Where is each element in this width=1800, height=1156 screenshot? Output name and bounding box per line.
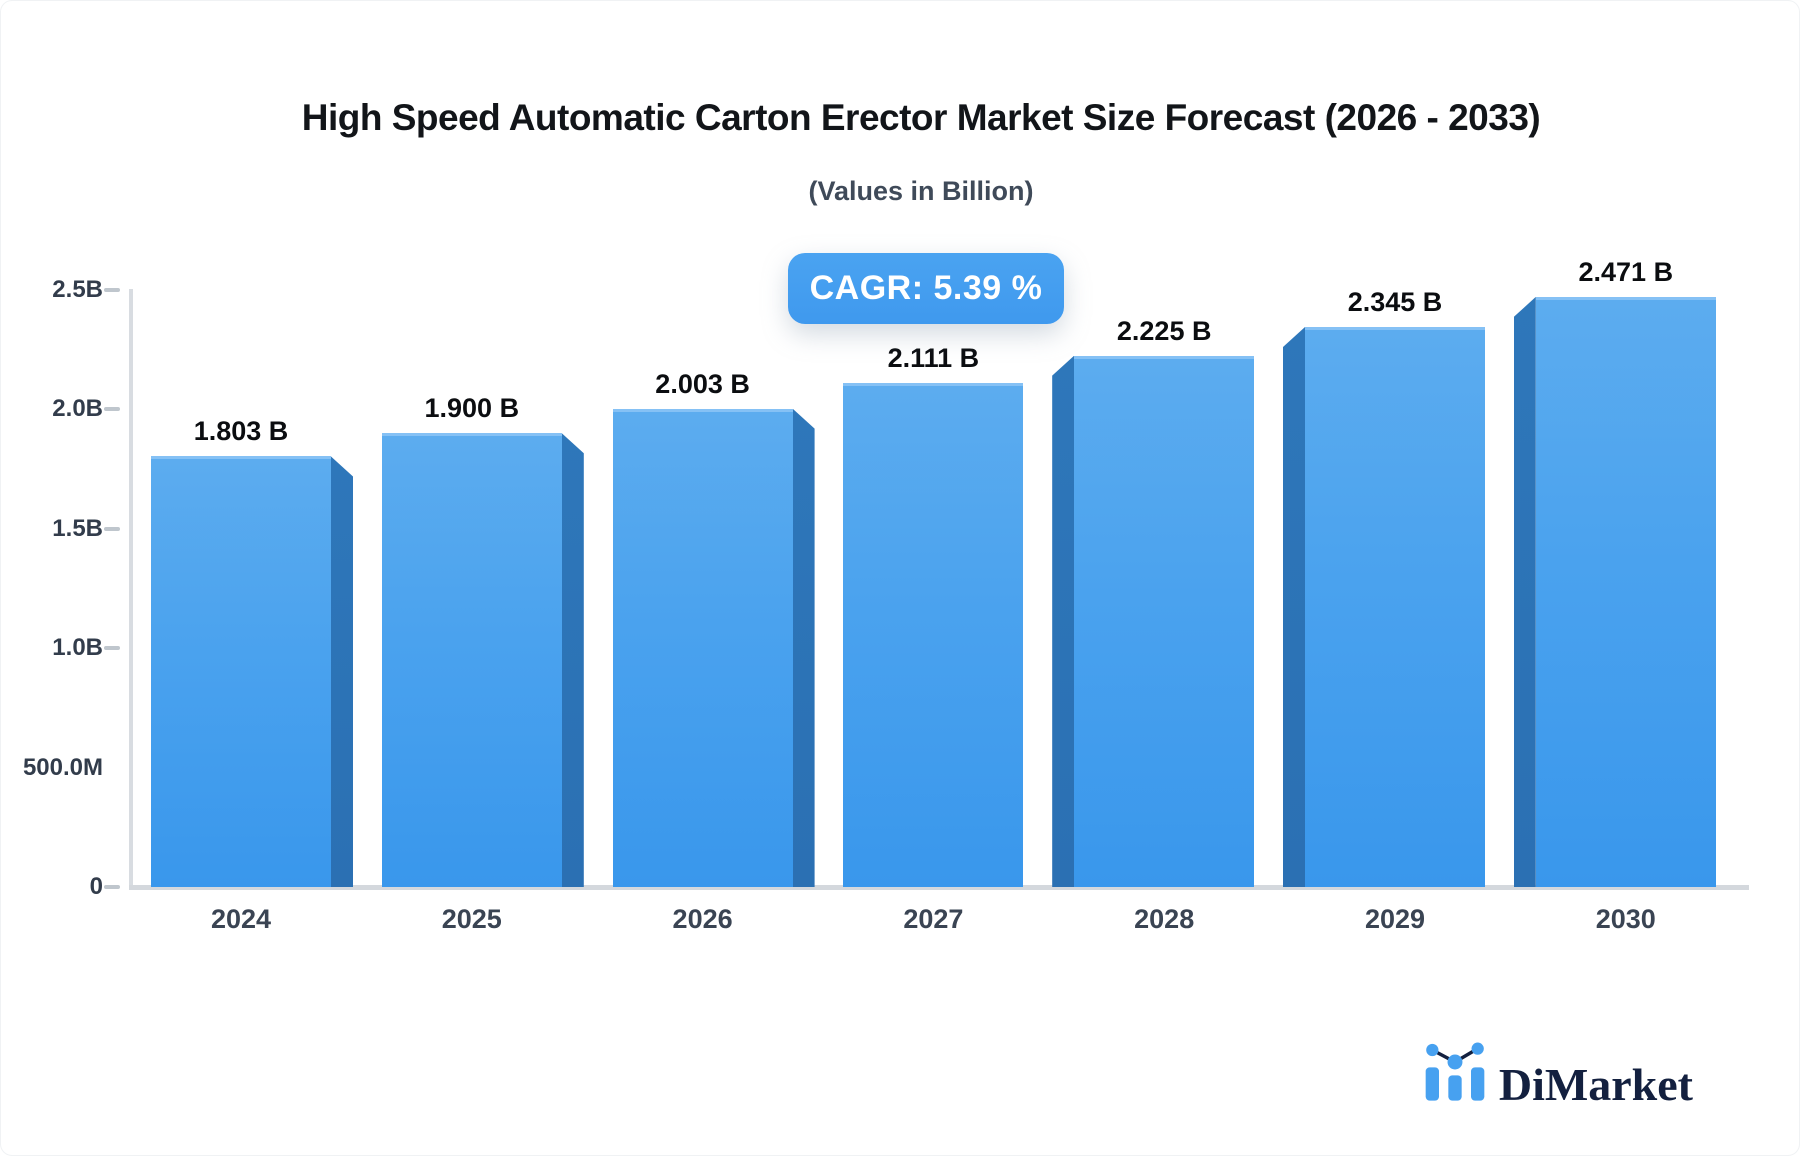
bar-side-face <box>1513 296 1536 887</box>
y-axis-tick-label: 2.5B <box>52 276 103 303</box>
y-axis-line <box>129 289 133 888</box>
y-axis-tick-label: 2.0B <box>52 395 103 423</box>
bar-side-face <box>1283 327 1305 887</box>
bar-value-label: 2.345 B <box>1347 287 1443 317</box>
bar-2026 <box>612 408 793 887</box>
x-axis-label: 2029 <box>1364 904 1426 934</box>
x-axis-baseline <box>129 885 1749 890</box>
x-axis-label: 2024 <box>210 904 272 934</box>
y-axis-tick-label: 1.5B <box>52 514 103 542</box>
y-axis-tick-mark <box>104 407 120 412</box>
bar-value-label: 2.003 B <box>655 368 750 399</box>
brand-name: DiMarket <box>1498 1059 1693 1111</box>
bar-side-face <box>561 433 584 887</box>
y-axis-tick-mark <box>104 526 120 531</box>
brand-logo[interactable]: DiMarket <box>1423 1038 1693 1111</box>
y-axis-tick-mark <box>104 885 120 889</box>
x-axis-label: 2027 <box>903 904 964 934</box>
bar-value-label: 2.225 B <box>1116 315 1212 346</box>
y-axis-tick-label: 0 <box>89 873 103 900</box>
bar-side-face <box>331 456 353 887</box>
y-axis-tick-mark <box>104 288 120 292</box>
cagr-badge: CAGR: 5.39 % <box>788 253 1064 324</box>
chart-subtitle: (Values in Billion) <box>808 176 1034 206</box>
bar-value-label: 1.900 B <box>424 393 520 424</box>
y-axis-tick-mark <box>104 646 120 651</box>
bar-2030 <box>1535 296 1716 887</box>
x-axis-label: 2030 <box>1595 904 1656 934</box>
x-axis-label: 2028 <box>1134 904 1195 934</box>
bar-side-face <box>792 408 815 887</box>
y-axis-tick-label: 1.0B <box>52 634 103 662</box>
bar-2024 <box>151 456 331 887</box>
chart-title: High Speed Automatic Carton Erector Mark… <box>301 97 1541 138</box>
bar-2028 <box>1074 355 1255 887</box>
bar-value-label: 2.471 B <box>1578 256 1674 287</box>
bar-value-label: 1.803 B <box>193 416 289 447</box>
y-axis-tick-label: 500.0M <box>22 753 103 781</box>
bar-chart-trend-icon <box>1423 1038 1487 1107</box>
bar-2027 <box>843 382 1024 887</box>
bar-2029 <box>1305 327 1485 887</box>
x-axis-label: 2025 <box>441 904 502 934</box>
bar-2025 <box>381 433 562 887</box>
bar-value-label: 2.111 B <box>887 342 980 373</box>
bar-side-face <box>1052 355 1075 887</box>
x-axis-label: 2026 <box>672 904 733 934</box>
